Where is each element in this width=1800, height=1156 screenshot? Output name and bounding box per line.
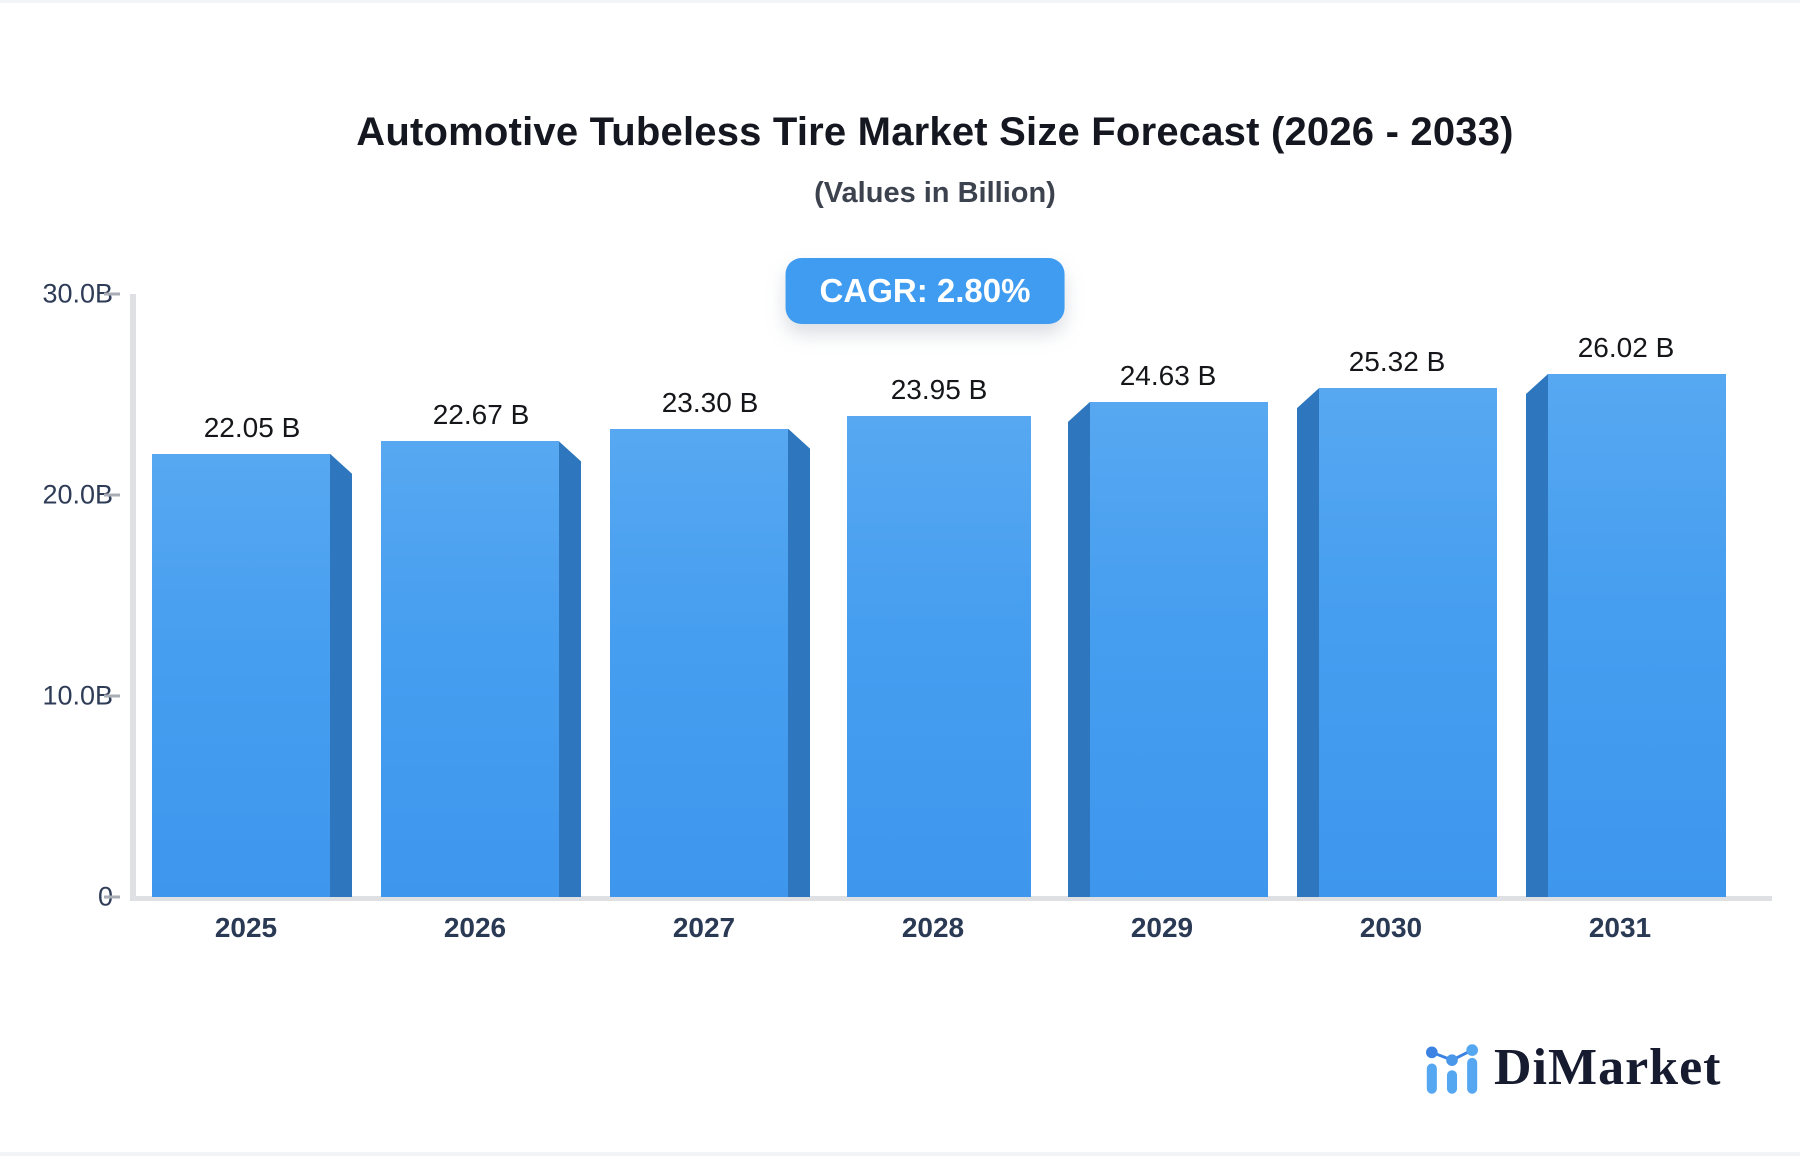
bar-2031	[1526, 373, 1726, 897]
bar-face	[847, 415, 1031, 897]
bar-2030	[1297, 388, 1497, 897]
chart-title: Automotive Tubeless Tire Market Size For…	[356, 110, 1514, 154]
y-axis-tick-mark	[104, 694, 120, 698]
x-axis-tick-label: 2026	[443, 912, 507, 943]
x-axis-tick-label: 2028	[901, 912, 965, 943]
bar-side-face	[1068, 401, 1090, 897]
chart-subtitle: (Values in Billion)	[814, 177, 1056, 209]
x-axis-tick-label: 2027	[672, 912, 736, 943]
bar-face	[1090, 401, 1268, 897]
y-axis-tick-label: 30.0B	[42, 278, 113, 309]
x-axis-tick-label: 2030	[1359, 912, 1423, 943]
y-axis-tick-label: 20.0B	[42, 479, 113, 510]
bar-face	[152, 453, 330, 897]
bar-face	[1548, 373, 1726, 897]
bar-2025	[152, 453, 352, 897]
bar-value-label: 24.63 B	[1119, 359, 1217, 391]
y-axis-tick-label: 10.0B	[42, 680, 113, 711]
bar-value-label: 23.95 B	[890, 373, 988, 405]
bar-value-label: 25.32 B	[1348, 346, 1446, 378]
bar-side-face	[1297, 388, 1319, 897]
y-axis-line	[130, 294, 136, 900]
bar-2026	[381, 441, 581, 897]
bar-value-label: 26.02 B	[1577, 331, 1675, 363]
bar-value-label: 22.05 B	[203, 411, 301, 443]
cagr-badge: CAGR: 2.80%	[785, 258, 1065, 324]
bottom-edge-divider	[0, 1152, 1800, 1156]
bar-2028	[839, 415, 1039, 897]
x-axis-line	[130, 896, 1772, 901]
y-axis-tick-mark	[104, 493, 120, 497]
logo-bar-chart-icon	[1426, 1044, 1478, 1094]
bar-side-face	[1526, 373, 1548, 897]
top-edge-divider	[0, 0, 1800, 3]
bar-value-label: 23.30 B	[661, 386, 759, 418]
bar-side-face	[788, 428, 810, 897]
bar-2027	[610, 428, 810, 897]
bar-face	[610, 428, 788, 897]
x-axis-tick-label: 2031	[1588, 912, 1652, 943]
chart-header: Automotive Tubeless Tire Market Size For…	[70, 110, 1800, 210]
bar-value-label: 22.67 B	[432, 399, 530, 431]
x-axis-tick-label: 2029	[1130, 912, 1194, 943]
bar-face	[1319, 388, 1497, 897]
brand-logo: DiMarket	[1424, 1042, 1721, 1094]
y-axis-tick-mark	[104, 292, 120, 296]
logo-text: DiMarket	[1494, 1039, 1722, 1096]
y-axis-tick-mark	[104, 895, 120, 899]
bar-side-face	[559, 441, 581, 897]
bar-2029	[1068, 401, 1268, 897]
bar-side-face	[330, 453, 352, 897]
y-axis-tick-label: 0	[18, 882, 113, 913]
x-axis-tick-label: 2025	[214, 912, 278, 943]
bar-face	[381, 441, 559, 897]
